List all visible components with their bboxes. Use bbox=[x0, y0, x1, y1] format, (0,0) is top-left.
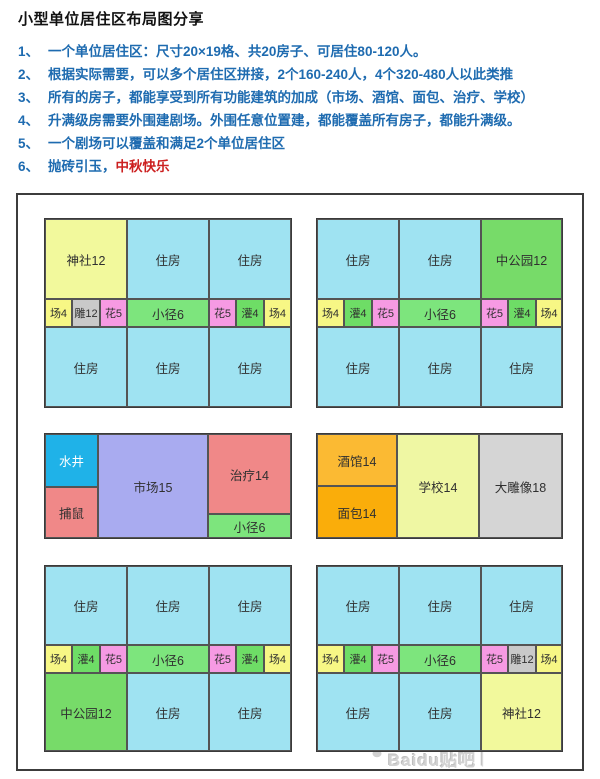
layout-cell-flower: 花5 bbox=[372, 299, 399, 327]
layout-cell-well: 水井 bbox=[45, 434, 98, 487]
layout-board: Baidu贴吧 | 神社12 住房 住房 场4 雕12 花5 小径6 花5 灌4 场4 住房 住房 住房… bbox=[16, 193, 584, 771]
layout-cell-house: 住房 bbox=[317, 219, 399, 299]
layout-cell-house: 住房 bbox=[317, 327, 399, 407]
layout-cell-shrub: 灌4 bbox=[72, 645, 100, 673]
watermark-text: Baidu贴吧 bbox=[388, 750, 477, 770]
layout-cell-flower: 花5 bbox=[209, 645, 236, 673]
note-item: 5、 一个剧场可以覆盖和满足2个单位居住区 bbox=[18, 132, 590, 155]
layout-cell-house: 住房 bbox=[45, 327, 127, 407]
note-number: 4、 bbox=[18, 113, 40, 128]
layout-cell-field: 场4 bbox=[45, 645, 72, 673]
layout-cell-flower: 花5 bbox=[372, 645, 399, 673]
layout-cell-house: 住房 bbox=[209, 327, 291, 407]
layout-cell-flower: 花5 bbox=[209, 299, 236, 327]
note-text: 一个单位居住区：尺寸20×19格、共20房子、可居住80-120人。 bbox=[48, 44, 427, 59]
layout-cell-field: 场4 bbox=[317, 645, 344, 673]
diagram-bottom-left-residential: 住房 住房 住房 场4 灌4 花5 小径6 花5 灌4 场4 中公园12 住房 住房 bbox=[44, 565, 292, 752]
layout-cell-shrub: 灌4 bbox=[236, 299, 264, 327]
layout-cell-path: 小径6 bbox=[208, 514, 291, 538]
layout-cell-statue: 雕12 bbox=[72, 299, 100, 327]
note-text: 升满级房需要外围建剧场。外围任意位置建，都能覆盖所有房子，都能升满级。 bbox=[48, 113, 521, 128]
layout-cell-bigstatue: 大雕像18 bbox=[479, 434, 562, 538]
diagram-mid-right-functions: 酒馆14 面包14 学校14 大雕像18 bbox=[316, 433, 563, 539]
layout-cell-house: 住房 bbox=[317, 673, 399, 751]
layout-cell-path: 小径6 bbox=[399, 645, 481, 673]
layout-cell-house: 住房 bbox=[127, 219, 209, 299]
layout-cell-market: 市场15 bbox=[98, 434, 208, 538]
layout-cell-statue: 雕12 bbox=[508, 645, 536, 673]
layout-cell-house: 住房 bbox=[127, 673, 209, 751]
note-item: 2、 根据实际需要，可以多个居住区拼接，2个160-240人，4个320-480人… bbox=[18, 63, 590, 86]
layout-cell-house: 住房 bbox=[209, 219, 291, 299]
note-text: 所有的房子，都能享受到所有功能建筑的加成（市场、酒馆、面包、治疗、学校） bbox=[48, 90, 534, 105]
layout-cell-field: 场4 bbox=[317, 299, 344, 327]
layout-cell-house: 住房 bbox=[209, 673, 291, 751]
layout-cell-house: 住房 bbox=[481, 566, 562, 645]
layout-cell-salmon: 治疗14 bbox=[208, 434, 291, 514]
note-text: 根据实际需要，可以多个居住区拼接，2个160-240人，4个320-480人以此… bbox=[48, 67, 514, 82]
layout-cell-flower: 花5 bbox=[100, 645, 127, 673]
layout-cell-path: 小径6 bbox=[399, 299, 481, 327]
layout-cell-house: 住房 bbox=[399, 327, 481, 407]
diagram-top-left-residential: 神社12 住房 住房 场4 雕12 花5 小径6 花5 灌4 场4 住房 住房 住房 bbox=[44, 218, 292, 408]
layout-cell-field: 场4 bbox=[536, 645, 562, 673]
watermark-bar: | bbox=[480, 748, 486, 767]
layout-cell-field: 场4 bbox=[264, 299, 291, 327]
layout-cell-park: 中公园12 bbox=[45, 673, 127, 751]
layout-cell-shrub: 灌4 bbox=[236, 645, 264, 673]
layout-cell-bread: 面包14 bbox=[317, 486, 397, 538]
layout-cell-field: 场4 bbox=[45, 299, 72, 327]
note-highlight: 中秋快乐 bbox=[115, 159, 170, 174]
layout-cell-salmon: 捕鼠 bbox=[45, 487, 98, 538]
diagram-mid-left-functions: 水井 捕鼠 市场15 治疗14 小径6 bbox=[44, 433, 292, 539]
layout-cell-shrine: 神社12 bbox=[481, 673, 562, 751]
layout-cell-tavern: 酒馆14 bbox=[317, 434, 397, 486]
layout-cell-path: 小径6 bbox=[127, 645, 209, 673]
note-item: 3、 所有的房子，都能享受到所有功能建筑的加成（市场、酒馆、面包、治疗、学校） bbox=[18, 86, 590, 109]
layout-cell-house: 住房 bbox=[399, 219, 481, 299]
notes-list: 1、 一个单位居住区：尺寸20×19格、共20房子、可居住80-120人。 2、 根据… bbox=[18, 40, 590, 178]
layout-cell-flower: 花5 bbox=[481, 645, 508, 673]
layout-cell-house: 住房 bbox=[45, 566, 127, 645]
layout-cell-shrub: 灌4 bbox=[344, 645, 372, 673]
layout-cell-path: 小径6 bbox=[127, 299, 209, 327]
note-number: 2、 bbox=[18, 67, 40, 82]
layout-cell-field: 场4 bbox=[536, 299, 562, 327]
layout-cell-shrub: 灌4 bbox=[508, 299, 536, 327]
note-text: 一个剧场可以覆盖和满足2个单位居住区 bbox=[48, 136, 286, 151]
note-number: 1、 bbox=[18, 44, 40, 59]
note-item: 6、 抛砖引玉，中秋快乐 bbox=[18, 155, 590, 178]
note-item: 1、 一个单位居住区：尺寸20×19格、共20房子、可居住80-120人。 bbox=[18, 40, 590, 63]
note-item: 4、 升满级房需要外围建剧场。外围任意位置建，都能覆盖所有房子，都能升满级。 bbox=[18, 109, 590, 132]
layout-cell-shrine: 神社12 bbox=[45, 219, 127, 299]
layout-cell-house: 住房 bbox=[127, 327, 209, 407]
layout-cell-park: 中公园12 bbox=[481, 219, 562, 299]
layout-cell-house: 住房 bbox=[399, 566, 481, 645]
layout-cell-house: 住房 bbox=[481, 327, 562, 407]
layout-cell-house: 住房 bbox=[317, 566, 399, 645]
layout-cell-flower: 花5 bbox=[481, 299, 508, 327]
layout-cell-flower: 花5 bbox=[100, 299, 127, 327]
diagram-top-right-residential: 住房 住房 中公园12 场4 灌4 花5 小径6 花5 灌4 场4 住房 住房 住房 bbox=[316, 218, 563, 408]
layout-cell-school: 学校14 bbox=[397, 434, 479, 538]
layout-cell-field: 场4 bbox=[264, 645, 291, 673]
note-number: 3、 bbox=[18, 90, 40, 105]
layout-cell-shrub: 灌4 bbox=[344, 299, 372, 327]
layout-cell-house: 住房 bbox=[209, 566, 291, 645]
layout-cell-house: 住房 bbox=[127, 566, 209, 645]
note-number: 5、 bbox=[18, 136, 40, 151]
layout-cell-house: 住房 bbox=[399, 673, 481, 751]
diagram-bottom-right-residential: 住房 住房 住房 场4 灌4 花5 小径6 花5 雕12 场4 住房 住房 神社12 bbox=[316, 565, 563, 752]
note-number: 6、 bbox=[18, 159, 40, 174]
note-text: 抛砖引玉， bbox=[48, 159, 116, 174]
page-title: 小型单位居住区布局图分享 bbox=[18, 11, 205, 28]
